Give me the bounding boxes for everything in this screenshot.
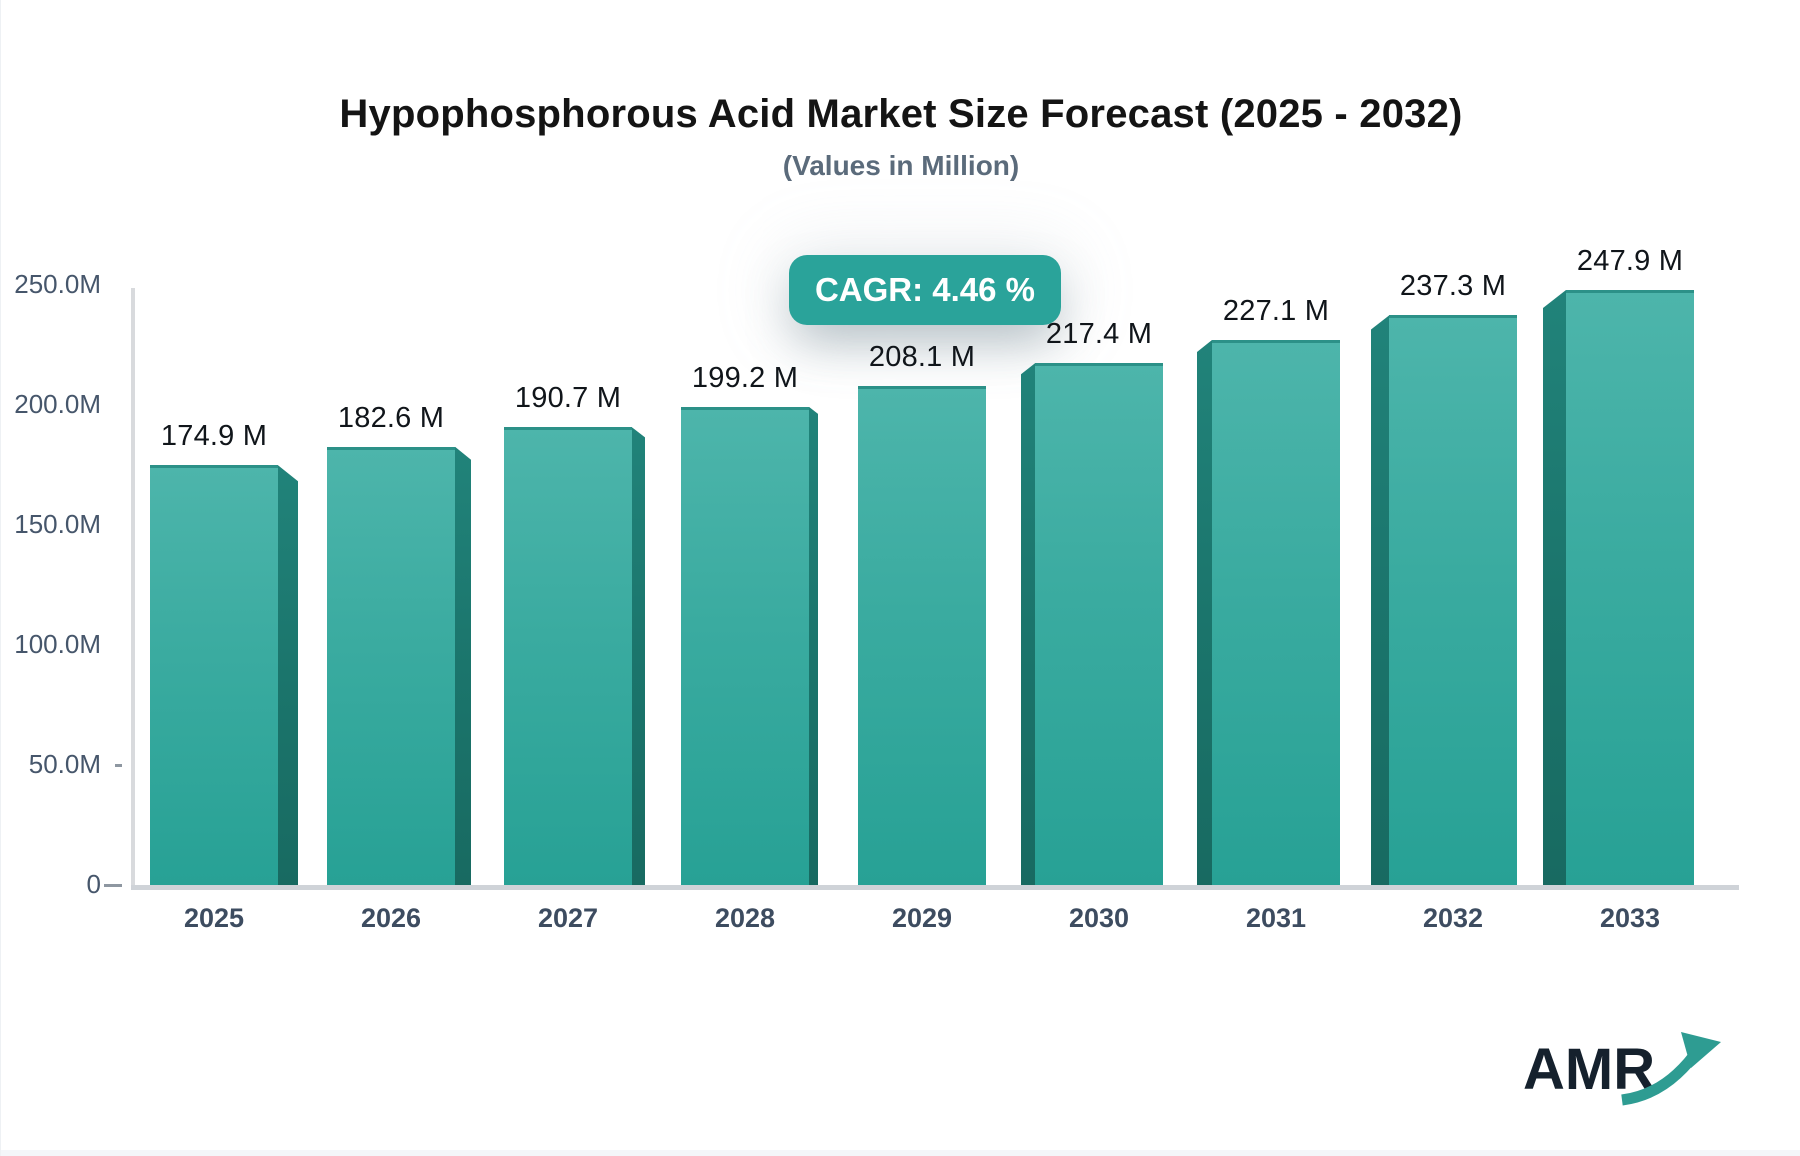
cagr-badge: CAGR: 4.46 %	[789, 255, 1061, 325]
x-axis-label: 2032	[1422, 903, 1484, 933]
chart-title: Hypophosphorous Acid Market Size Forecas…	[339, 92, 1463, 136]
x-axis-label: 2033	[1599, 903, 1661, 933]
x-axis-label: 2027	[537, 903, 599, 933]
bar-2033	[1566, 290, 1694, 885]
bar-2027	[504, 427, 632, 885]
y-axis-tick-label: 150.0M	[14, 509, 101, 539]
y-axis-tick-label: 200.0M	[14, 389, 101, 419]
bar-value-label: 227.1 M	[1222, 294, 1330, 327]
bar-value-label: 182.6 M	[337, 401, 445, 434]
bar-side-face	[632, 427, 645, 885]
y-axis-tick-label: 250.0M	[14, 269, 101, 299]
bar-value-label: 190.7 M	[514, 382, 622, 415]
bar-side-face	[809, 406, 818, 885]
bar-2028	[681, 406, 809, 885]
growth-arrow-icon	[1621, 1032, 1721, 1106]
bar-2029	[858, 385, 986, 885]
x-axis-label: 2031	[1245, 903, 1307, 933]
x-axis-label: 2030	[1068, 903, 1130, 933]
bar-value-label: 247.9 M	[1576, 245, 1684, 278]
cagr-badge-label: CAGR: 4.46 %	[814, 271, 1036, 308]
x-axis-baseline	[131, 885, 1739, 890]
y-axis-tick-label: 50.0M	[28, 749, 101, 779]
bar-value-label: 237.3 M	[1399, 270, 1507, 303]
bar-side-face	[455, 446, 471, 885]
bar-value-label: 217.4 M	[1045, 318, 1153, 351]
bar-side-face	[1197, 339, 1212, 885]
x-axis-label: 2025	[183, 903, 245, 933]
x-axis-label: 2029	[891, 903, 953, 933]
y-axis-line	[131, 288, 135, 890]
amr-logo-text: AMR	[1523, 1037, 1656, 1102]
amr-logo: AMR	[1523, 1032, 1733, 1116]
y-axis-tick-mark	[115, 764, 122, 767]
y-axis-tick-label: 0	[86, 869, 101, 899]
bar-value-label: 208.1 M	[868, 340, 976, 373]
bar-value-label: 199.2 M	[691, 361, 799, 394]
bar-2032	[1389, 315, 1517, 885]
y-axis-tick-label: 100.0M	[14, 629, 101, 659]
bar-2026	[327, 446, 455, 885]
bar-side-face	[1371, 315, 1389, 885]
x-axis-label: 2026	[360, 903, 422, 933]
bar-value-label: 174.9 M	[160, 420, 268, 453]
bar-side-face	[1021, 363, 1035, 885]
bar-2031	[1212, 339, 1340, 885]
bar-2025	[150, 465, 278, 885]
page-edge-strip	[1, 1150, 1800, 1156]
bar-2030	[1035, 363, 1163, 885]
bar-side-face	[278, 465, 298, 885]
chart-subtitle: (Values in Million)	[782, 150, 1020, 181]
y-axis-tick-mark	[104, 884, 122, 887]
bar-side-face	[1543, 290, 1566, 885]
x-axis-label: 2028	[714, 903, 776, 933]
